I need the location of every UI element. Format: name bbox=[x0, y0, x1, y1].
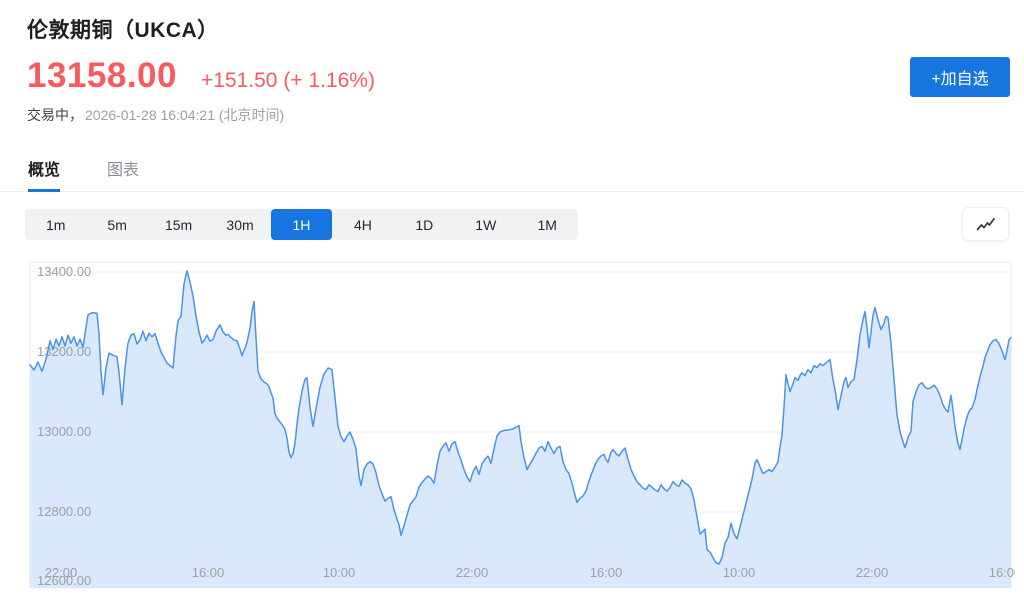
price-chart-canvas: 13400.00 13200.00 13000.00 12800.00 12600.00… bbox=[29, 261, 1015, 589]
price-change: +151.50 (+ 1.16%) bbox=[200, 69, 375, 92]
y-tick-label: 12800.00 bbox=[37, 504, 91, 519]
y-tick-label: 13400.00 bbox=[37, 264, 91, 279]
y-axis-labels: 13400.00 13200.00 13000.00 12800.00 12600.00 bbox=[37, 264, 91, 588]
interval-5m[interactable]: 5m bbox=[107, 216, 127, 233]
interval-1M[interactable]: 1M bbox=[537, 216, 557, 233]
tab-bar: 概览 图表 bbox=[0, 153, 1024, 192]
interval-15m[interactable]: 15m bbox=[164, 216, 193, 233]
price-chart[interactable]: 13400.00 13200.00 13000.00 12800.00 12600.00… bbox=[0, 255, 1015, 595]
interval-1m[interactable]: 1m bbox=[45, 216, 66, 233]
x-tick-label: 16:00 bbox=[989, 565, 1015, 580]
x-tick-label: 16:00 bbox=[192, 565, 225, 580]
x-tick-label: 22:00 bbox=[456, 565, 489, 580]
tab-overview[interactable]: 概览 bbox=[28, 159, 61, 192]
y-tick-label: 13000.00 bbox=[37, 424, 91, 439]
chart-style-button[interactable] bbox=[962, 207, 1009, 241]
quote-timestamp: 2026-01-28 16:04:21 (北京时间) bbox=[85, 107, 285, 123]
interval-1D[interactable]: 1D bbox=[415, 216, 434, 233]
x-tick-label: 10:00 bbox=[723, 565, 756, 580]
interval-1W[interactable]: 1W bbox=[475, 216, 497, 233]
last-price: 13158.00 bbox=[27, 56, 177, 95]
x-tick-label: 22:00 bbox=[45, 565, 78, 580]
x-tick-label: 16:00 bbox=[590, 565, 623, 580]
interval-30m[interactable]: 30m bbox=[226, 216, 254, 233]
interval-4H[interactable]: 4H bbox=[353, 216, 372, 233]
price-line bbox=[29, 270, 1012, 565]
area-fill bbox=[30, 270, 1011, 588]
add-watchlist-button[interactable]: +加自选 bbox=[910, 57, 1010, 97]
price-row: 13158.00 +151.50 (+ 1.16%) bbox=[27, 56, 375, 96]
tab-chart[interactable]: 图表 bbox=[107, 162, 140, 179]
y-tick-label: 13200.00 bbox=[37, 344, 91, 359]
page-title: 伦敦期铜（UKCA） bbox=[27, 19, 219, 42]
x-tick-label: 10:00 bbox=[323, 565, 356, 580]
trend-line-icon bbox=[976, 217, 995, 230]
x-tick-label: 22:00 bbox=[856, 565, 889, 580]
y-tick-label: 12600.00 bbox=[37, 573, 91, 588]
interval-1H[interactable]: 1H bbox=[270, 209, 333, 240]
status-row: 交易中， 2026-01-28 16:04:21 (北京时间) bbox=[27, 105, 284, 125]
trading-status: 交易中， bbox=[27, 107, 83, 123]
x-axis-labels: 22:00 16:00 10:00 22:00 16:00 10:00 22:00 16:00 bbox=[45, 565, 1015, 580]
interval-selector: 1m 5m 15m 30m 1H 4H 1D 1W 1M bbox=[25, 209, 578, 240]
